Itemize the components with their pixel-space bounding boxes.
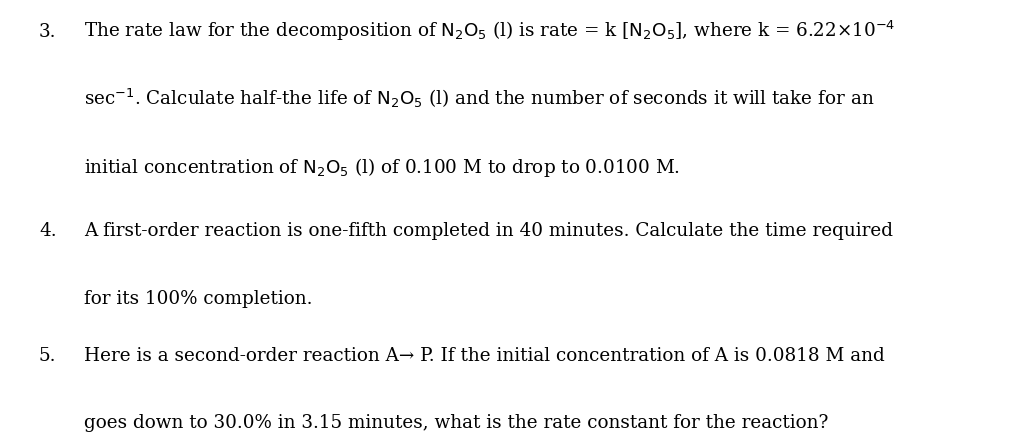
Text: goes down to 30.0% in 3.15 minutes, what is the rate constant for the reaction?: goes down to 30.0% in 3.15 minutes, what… xyxy=(84,414,828,432)
Text: 5.: 5. xyxy=(39,347,56,364)
Text: for its 100% completion.: for its 100% completion. xyxy=(84,290,312,308)
Text: initial concentration of $\mathrm{N_2O_5}$ (l) of 0.100 M to drop to 0.0100 M.: initial concentration of $\mathrm{N_2O_5… xyxy=(84,156,680,179)
Text: Here is a second-order reaction A→ P. If the initial concentration of A is 0.081: Here is a second-order reaction A→ P. If… xyxy=(84,347,885,364)
Text: 3.: 3. xyxy=(39,23,56,41)
Text: The rate law for the decomposition of $\mathrm{N_2O_5}$ (l) is rate = k [$\mathr: The rate law for the decomposition of $\… xyxy=(84,19,895,43)
Text: sec$^{-1}$. Calculate half-the life of $\mathrm{N_2O_5}$ (l) and the number of s: sec$^{-1}$. Calculate half-the life of $… xyxy=(84,87,874,110)
Text: A first-order reaction is one-fifth completed in 40 minutes. Calculate the time : A first-order reaction is one-fifth comp… xyxy=(84,222,893,240)
Text: 4.: 4. xyxy=(39,222,56,240)
